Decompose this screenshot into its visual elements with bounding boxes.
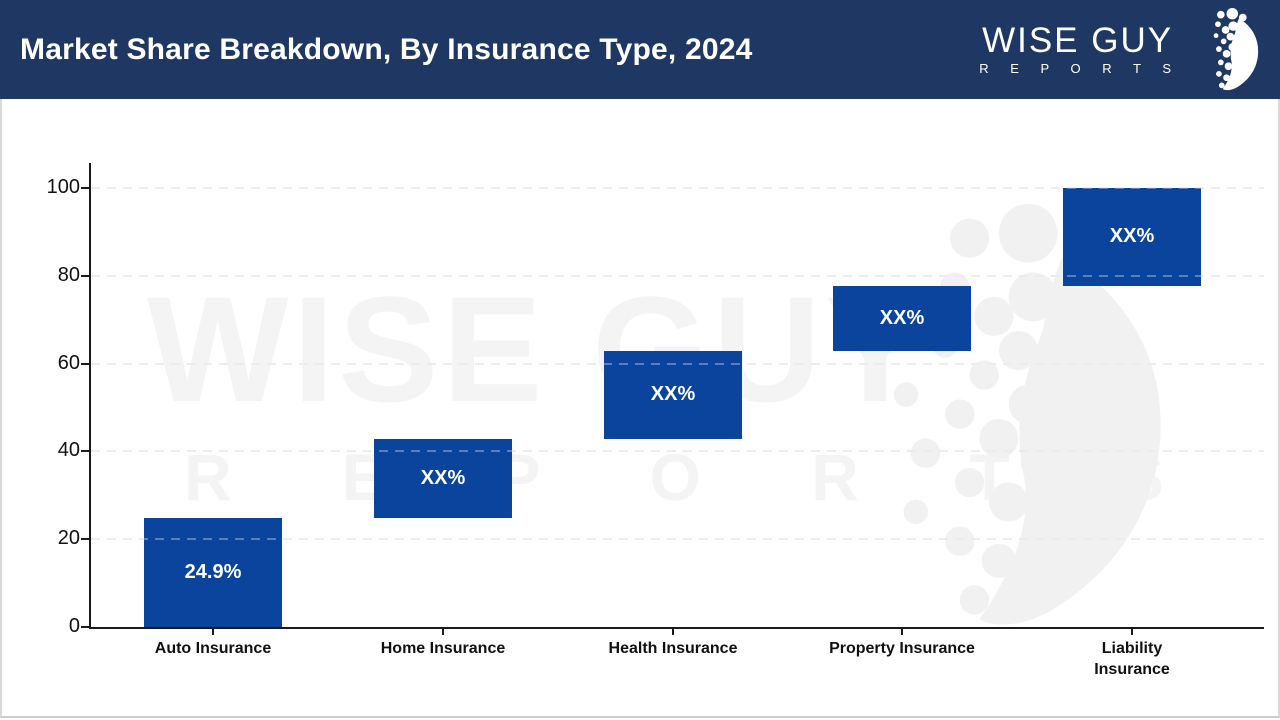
bar-property-insurance: XX% [833,285,971,351]
gridline-overlay-100 [91,187,1264,189]
y-tick-label-0: 0 [68,615,80,637]
bar-auto-insurance: 24.9% [144,517,282,627]
header-bar: Market Share Breakdown, By Insurance Typ… [0,0,1280,99]
y-axis-tick-0 [81,626,91,628]
gridline-overlay-60 [91,362,1264,365]
brand-subtitle: R E P O R T S [979,61,1180,76]
y-axis-tick-40 [81,450,91,453]
gridline-100 [91,187,1264,189]
y-axis-tick-20 [81,538,91,541]
x-axis-label: Health Insurance [608,640,738,657]
x-axis-tick-3 [901,627,903,635]
bar-value-label: 24.9% [184,560,242,583]
x-axis-label: Property Insurance [829,640,975,657]
y-tick-label-40: 40 [57,439,80,462]
x-axis-tick-2 [672,627,674,635]
y-axis-tick-100 [81,187,91,189]
x-axis-line [89,627,1264,629]
y-tick-label-100: 100 [46,176,80,198]
gridline-40 [91,450,1264,453]
bar-value-label: XX% [650,383,696,406]
y-axis-tick-80 [81,274,91,277]
x-axis-label: Home Insurance [380,640,506,657]
y-tick-label-60: 60 [57,351,80,374]
plot-area: 0 20 40 60 80 100 24.9% Auto Insurance XX% Home I… [2,99,1278,716]
chart-title: Market Share Breakdown, By Insurance Typ… [20,32,753,66]
bar-value-label: XX% [879,306,925,329]
y-axis-line [89,163,91,629]
y-tick-label-20: 20 [57,527,80,550]
x-axis-label: Auto Insurance [154,640,272,657]
logo-face-icon [1213,7,1259,90]
bar-value-label: XX% [420,466,466,489]
brand-logo-text: WISE GUY R E P O R T S [975,23,1180,76]
bar-liability-insurance: XX% [1063,188,1201,286]
bar-home-insurance: XX% [374,438,512,518]
gridline-overlay-40 [91,450,1264,453]
x-axis-tick-4 [1131,627,1133,635]
watermark-text-1: WISE GUY [147,265,930,433]
brand-name: WISE GUY [982,21,1174,60]
y-axis-tick-60 [81,362,91,365]
x-axis-tick-1 [442,627,444,635]
gridline-overlay-80 [91,274,1264,277]
bar-value-label: XX% [1109,225,1155,248]
brand-logo: WISE GUY R E P O R T S [975,6,1260,94]
bar-health-insurance: XX% [604,350,742,439]
gridline-20 [91,538,1264,541]
gridline-80 [91,274,1264,277]
x-axis-label: Liability Insurance [1094,640,1170,678]
chart-area: WISE GUY R E P O R T S 0 20 40 60 80 100 24.9%… [0,99,1280,718]
y-tick-label-80: 80 [57,263,80,286]
x-axis-tick-0 [212,627,214,635]
gridline-overlay-20 [91,538,1264,541]
